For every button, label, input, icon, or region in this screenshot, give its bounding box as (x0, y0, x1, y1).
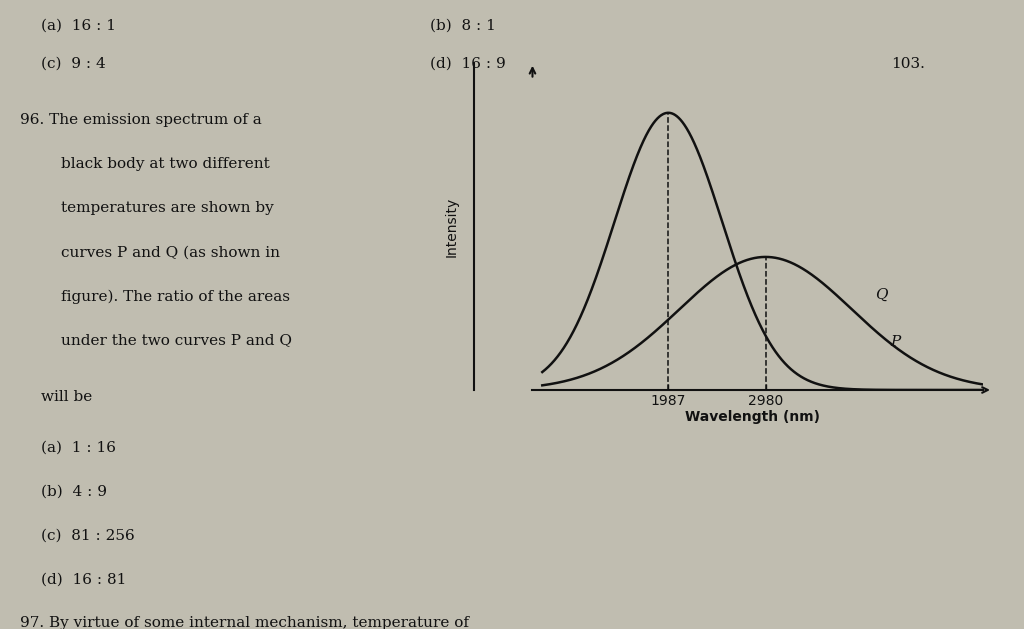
Text: (d)  16 : 81: (d) 16 : 81 (41, 572, 126, 586)
Text: curves P and Q (as shown in: curves P and Q (as shown in (61, 245, 281, 259)
Text: (a)  16 : 1: (a) 16 : 1 (41, 19, 116, 33)
Text: (c)  81 : 256: (c) 81 : 256 (41, 528, 135, 542)
Text: 103.: 103. (891, 57, 925, 70)
Text: (d)  16 : 9: (d) 16 : 9 (430, 57, 506, 70)
Text: (c)  9 : 4: (c) 9 : 4 (41, 57, 105, 70)
Text: figure). The ratio of the areas: figure). The ratio of the areas (61, 289, 291, 304)
Text: (b)  4 : 9: (b) 4 : 9 (41, 484, 106, 498)
Text: 96. The emission spectrum of a: 96. The emission spectrum of a (20, 113, 262, 127)
Text: P: P (890, 335, 900, 348)
Text: under the two curves P and Q: under the two curves P and Q (61, 333, 293, 347)
Text: Intensity: Intensity (444, 196, 459, 257)
Text: will be: will be (41, 390, 92, 404)
Text: temperatures are shown by: temperatures are shown by (61, 201, 274, 215)
Text: 97. By virtue of some internal mechanism, temperature of: 97. By virtue of some internal mechanism… (20, 616, 469, 629)
Text: Q: Q (876, 287, 888, 301)
Text: (b)  8 : 1: (b) 8 : 1 (430, 19, 496, 33)
Text: Wavelength (nm): Wavelength (nm) (685, 411, 820, 425)
Text: black body at two different: black body at two different (61, 157, 270, 171)
Text: (a)  1 : 16: (a) 1 : 16 (41, 440, 116, 454)
